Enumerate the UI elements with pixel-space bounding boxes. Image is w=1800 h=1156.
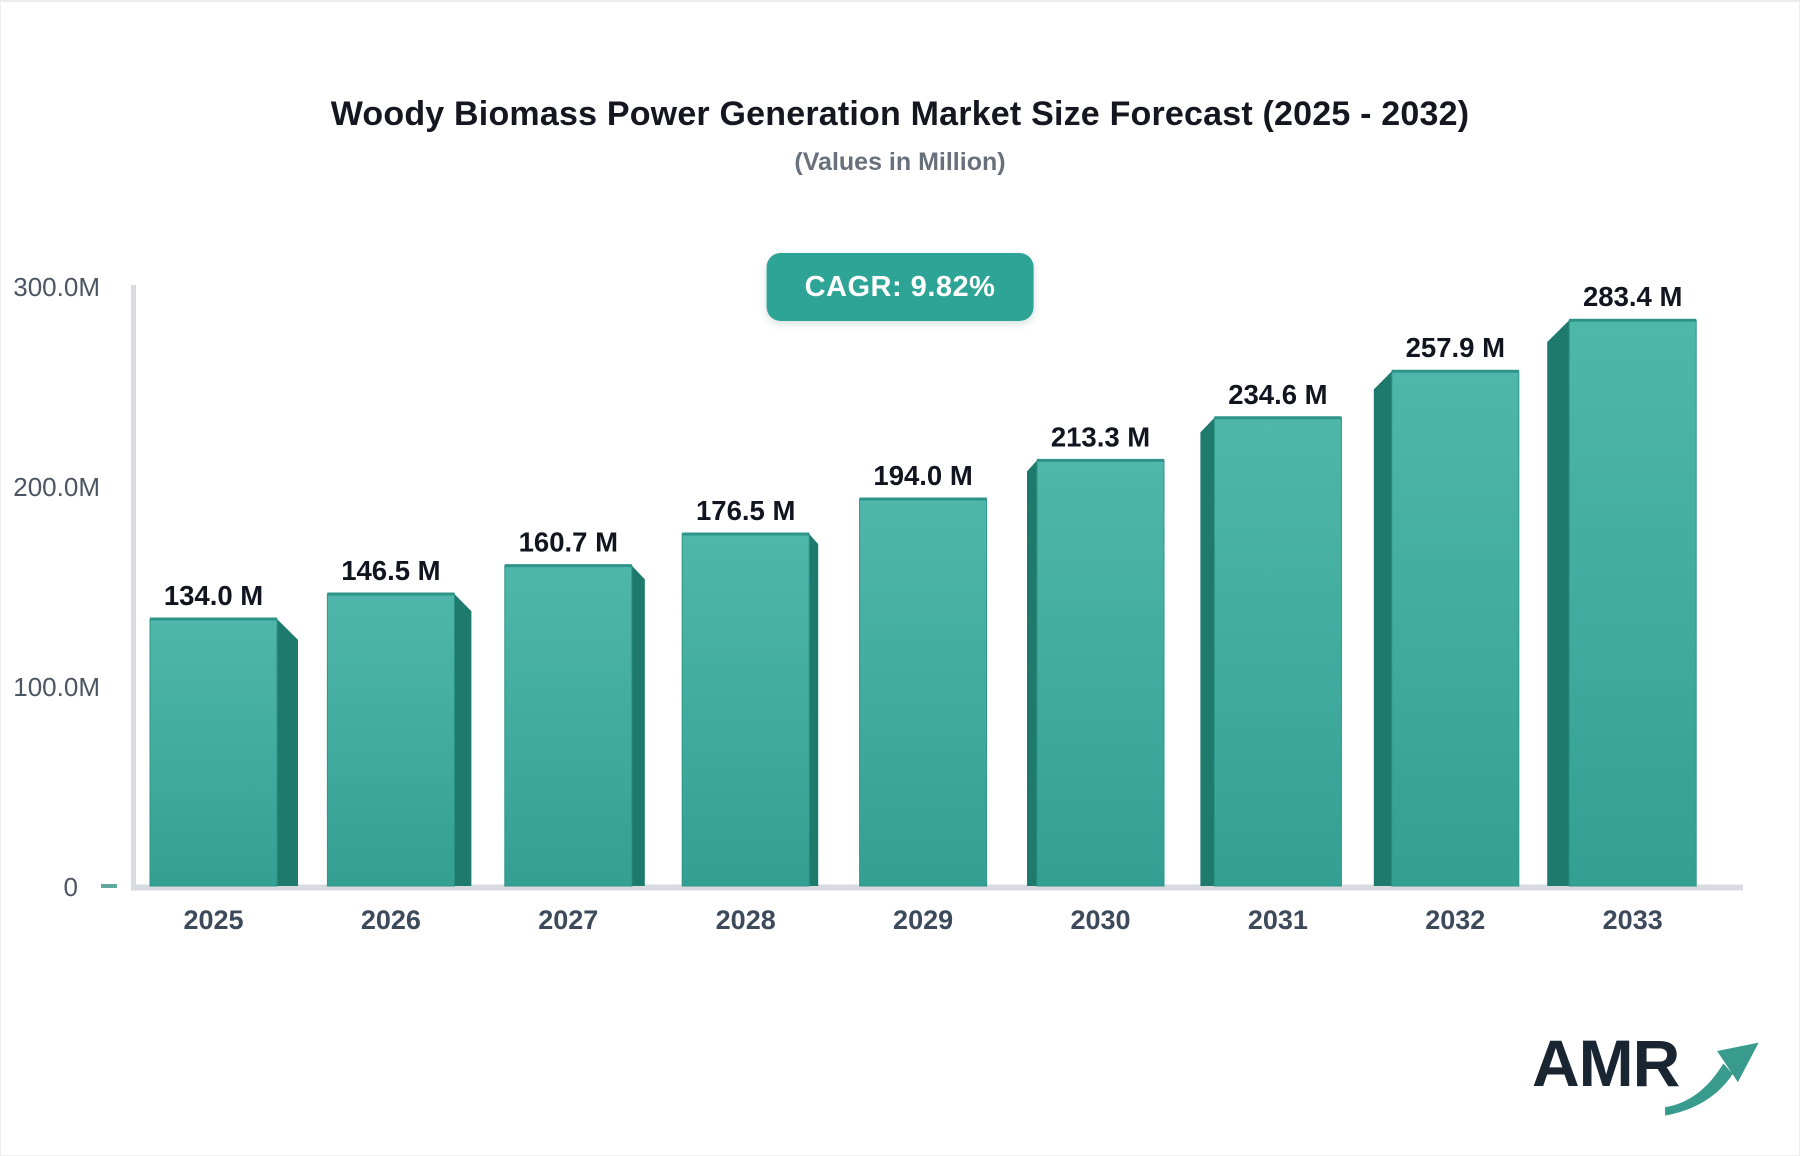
y-axis-label: 0 (64, 872, 78, 902)
bar-2029: 194.0 M 2029 (859, 460, 988, 935)
cagr-badge: CAGR: 9.82% (766, 253, 1034, 321)
bar-value-label: 194.0 M (873, 460, 972, 491)
bar-value-label: 160.7 M (519, 527, 618, 558)
x-axis-label: 2025 (183, 905, 243, 935)
x-axis-label: 2031 (1248, 905, 1308, 935)
bar-face (149, 618, 278, 887)
bar-value-label: 146.5 M (341, 555, 440, 586)
bar-2026: 146.5 M 2026 (326, 555, 472, 935)
bar-side-panel (1373, 371, 1392, 886)
chart-subtitle: (Values in Million) (794, 148, 1006, 176)
chart-title: Woody Biomass Power Generation Market Si… (330, 95, 1470, 133)
bar-face (1036, 459, 1165, 887)
amr-logo-text: AMR (1532, 1026, 1680, 1100)
bar-face (504, 565, 633, 887)
bar-face (1568, 319, 1697, 887)
amr-logo: AMR (1532, 1030, 1767, 1120)
x-axis-label: 2026 (361, 905, 421, 935)
y-axis-label: 300.0M (13, 272, 100, 302)
bar-value-label: 176.5 M (696, 495, 795, 526)
bar-2031: 234.6 M 2031 (1200, 379, 1342, 935)
bar-2027: 160.7 M 2027 (504, 527, 645, 935)
y-axis-label: 100.0M (13, 672, 100, 702)
bar-face (326, 593, 455, 887)
bar-side-panel (631, 565, 645, 886)
bar-2032: 257.9 M 2032 (1373, 332, 1520, 935)
x-axis-label: 2033 (1603, 905, 1663, 935)
bar-side-panel (1200, 417, 1215, 886)
bar-side-panel (1027, 460, 1037, 886)
y-axis-label: 200.0M (13, 472, 100, 502)
bar-face (1391, 370, 1520, 887)
bar-value-label: 134.0 M (164, 580, 263, 611)
bar-face (681, 533, 810, 887)
x-axis-label: 2030 (1070, 905, 1130, 935)
bar-value-label: 257.9 M (1406, 332, 1505, 363)
bar-2030: 213.3 M 2030 (1027, 421, 1165, 935)
bar-face (859, 498, 988, 887)
x-axis-label: 2029 (893, 905, 953, 935)
x-axis-label: 2032 (1425, 905, 1485, 935)
bar-value-label: 234.6 M (1228, 379, 1327, 410)
bar-2025: 134.0 M 2025 (149, 580, 298, 935)
growth-arrow-icon (1665, 1042, 1759, 1116)
bar-side-panel (809, 534, 819, 886)
bar-value-label: 213.3 M (1051, 421, 1150, 452)
x-axis-label: 2027 (538, 905, 598, 935)
x-axis-label: 2028 (716, 905, 776, 935)
bar-side-panel (1547, 320, 1570, 886)
bar-side-panel (277, 619, 298, 886)
bar-2028: 176.5 M 2028 (681, 495, 819, 935)
bar-2033: 283.4 M 2033 (1547, 281, 1697, 935)
bar-value-label: 283.4 M (1583, 281, 1682, 312)
bar-face (1213, 417, 1342, 887)
bar-side-panel (454, 594, 472, 886)
